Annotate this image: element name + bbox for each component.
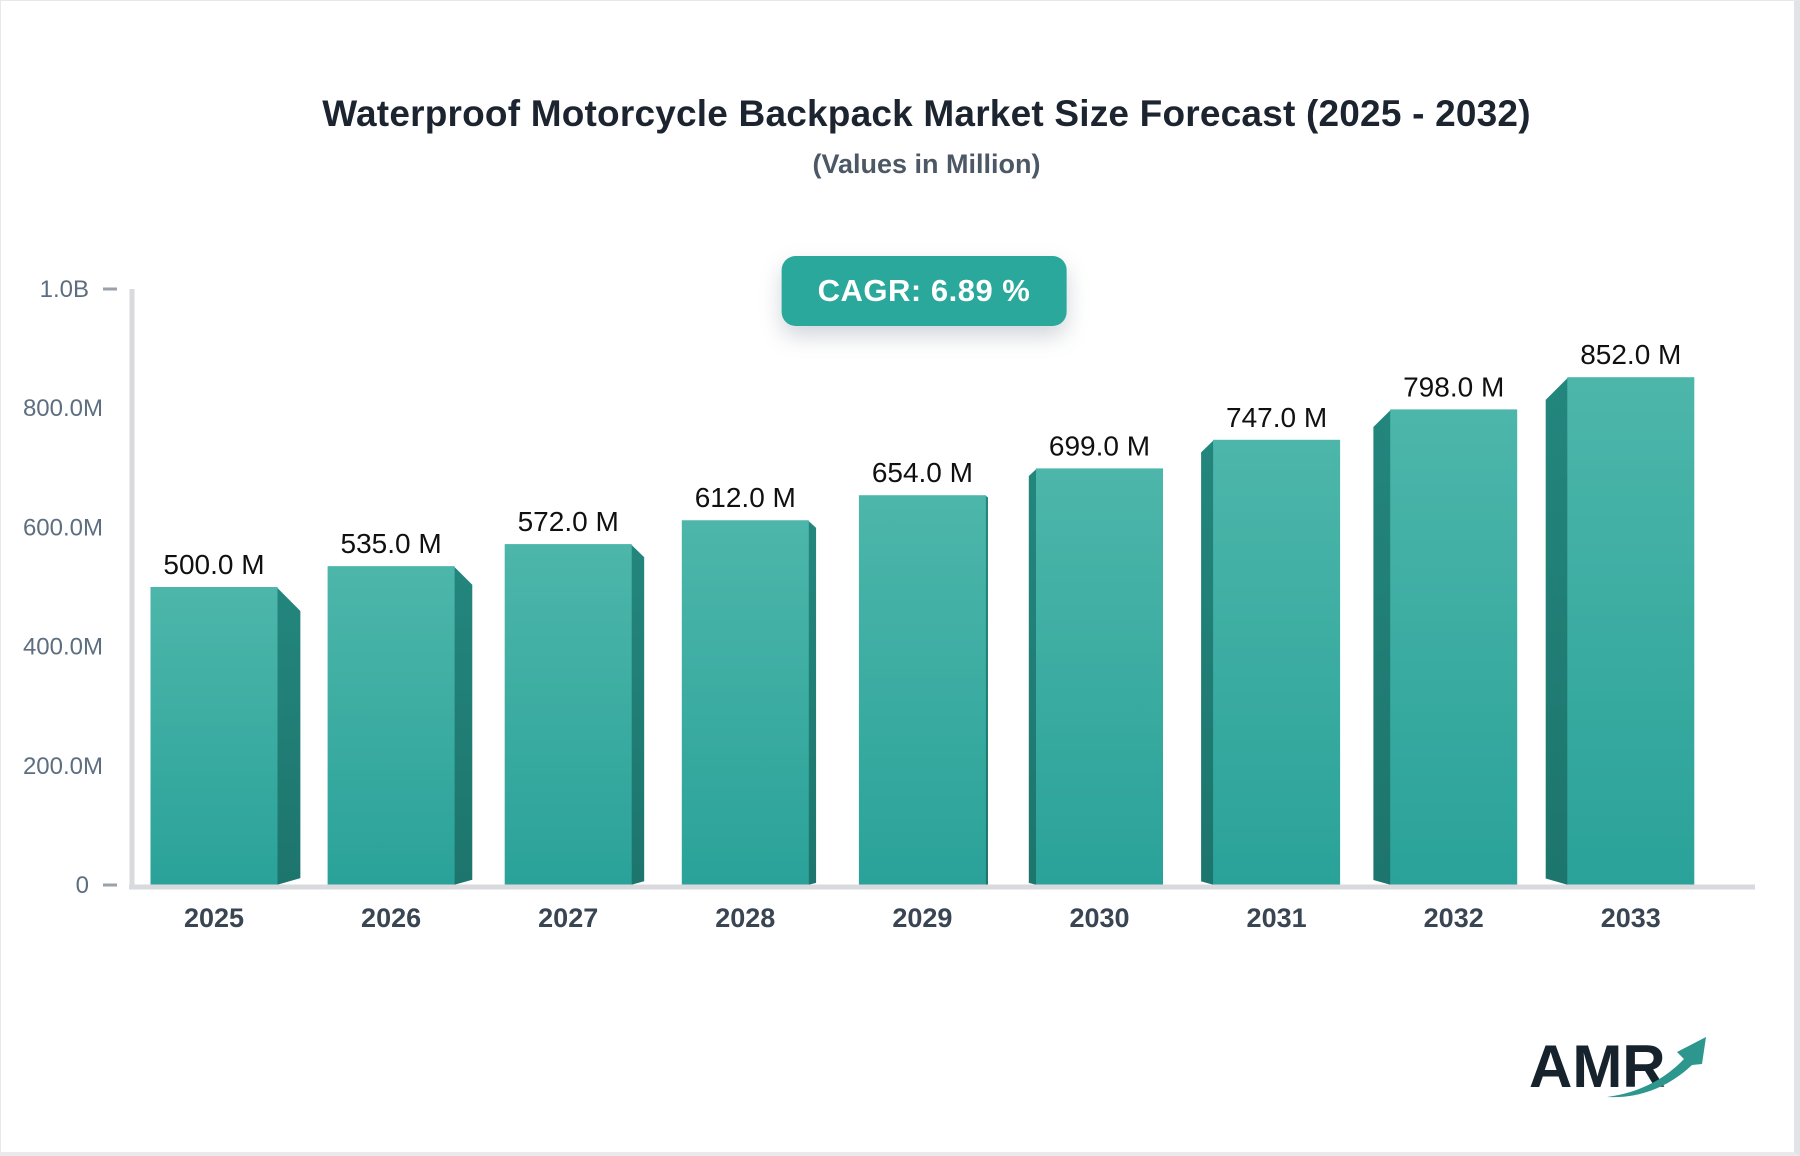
y-tick-label: 800.0M <box>23 395 103 422</box>
bar-value-label: 500.0 M <box>163 549 264 580</box>
bar-2031[interactable] <box>1201 439 1341 885</box>
bar-value-label: 747.0 M <box>1226 402 1327 433</box>
bar-front-face <box>858 495 986 885</box>
bar-2028[interactable] <box>681 520 817 885</box>
bar-front-face <box>327 566 455 885</box>
bar-front-face <box>1036 468 1163 885</box>
bar-value-label: 798.0 M <box>1403 371 1504 402</box>
chart-title: Waterproof Motorcycle Backpack Market Si… <box>322 93 1531 134</box>
x-tick-label: 2033 <box>1601 903 1661 933</box>
bar-side-face <box>276 587 301 885</box>
bar-front-face <box>1213 439 1341 885</box>
bar-2033[interactable] <box>1545 377 1695 885</box>
bar-side-face <box>1545 377 1569 885</box>
bar-2030[interactable] <box>1028 468 1163 885</box>
bar-front-face <box>504 544 632 885</box>
bar-value-label: 852.0 M <box>1580 339 1681 370</box>
x-tick-label: 2030 <box>1069 903 1129 933</box>
x-tick-label: 2029 <box>892 903 952 933</box>
x-tick-label: 2028 <box>715 903 775 933</box>
bar-value-label: 699.0 M <box>1049 430 1150 461</box>
bar-front-face <box>1390 409 1518 885</box>
cagr-badge: CAGR: 6.89 % <box>781 256 1067 326</box>
bar-side-face <box>1201 439 1215 885</box>
bar-front-face <box>681 520 809 885</box>
amr-logo-arrow-icon <box>1607 1037 1706 1098</box>
bar-2026[interactable] <box>327 566 473 885</box>
bar-2027[interactable] <box>504 544 645 885</box>
header: Waterproof Motorcycle Backpack Market Si… <box>1 1 1794 180</box>
bar-front-face <box>150 587 278 885</box>
x-tick-label: 2027 <box>538 903 598 933</box>
bar-front-face <box>1567 377 1695 885</box>
x-tick-label: 2032 <box>1424 903 1484 933</box>
bar-side-face <box>630 544 645 885</box>
bar-value-label: 654.0 M <box>872 457 973 488</box>
y-tick-label: 200.0M <box>23 753 103 780</box>
bar-2029[interactable] <box>858 495 988 885</box>
bar-side-face <box>1373 409 1392 885</box>
bar-side-face <box>453 566 473 885</box>
bar-2025[interactable] <box>150 587 301 885</box>
chart-subtitle: (Values in Million) <box>812 149 1041 179</box>
y-tick-label: 600.0M <box>23 514 103 541</box>
bar-value-label: 572.0 M <box>518 506 619 537</box>
x-tick-label: 2026 <box>361 903 421 933</box>
amr-logo: AMR <box>1529 1031 1719 1105</box>
y-tick-label: 1.0B <box>40 276 89 303</box>
bar-value-label: 612.0 M <box>695 482 796 513</box>
bar-side-face <box>1028 468 1037 885</box>
y-tick-label: 0 <box>76 872 89 899</box>
bar-2032[interactable] <box>1373 409 1518 885</box>
bar-value-label: 535.0 M <box>341 528 442 559</box>
x-tick-label: 2031 <box>1247 903 1307 933</box>
bar-side-face <box>807 520 817 885</box>
y-tick-label: 400.0M <box>23 634 103 661</box>
x-tick-label: 2025 <box>184 903 244 933</box>
